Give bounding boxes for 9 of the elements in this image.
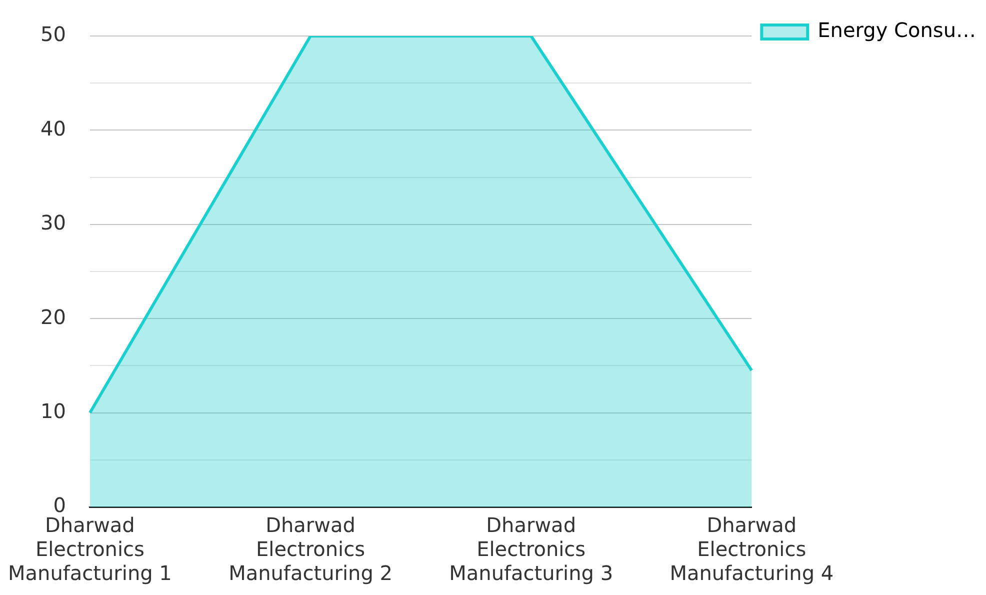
- x-tick-label: Dharwad Electronics Manufacturing 4: [670, 513, 834, 586]
- x-tick-label: Dharwad Electronics Manufacturing 2: [228, 513, 392, 586]
- y-tick-label: 20: [40, 304, 66, 329]
- legend-label: Energy Consu…: [818, 18, 976, 42]
- y-tick-label: 10: [40, 399, 66, 424]
- y-tick-label: 50: [40, 22, 66, 46]
- y-tick-label: 40: [40, 116, 66, 140]
- x-tick-label: Dharwad Electronics Manufacturing 3: [449, 513, 614, 586]
- y-tick-label: 30: [40, 210, 66, 235]
